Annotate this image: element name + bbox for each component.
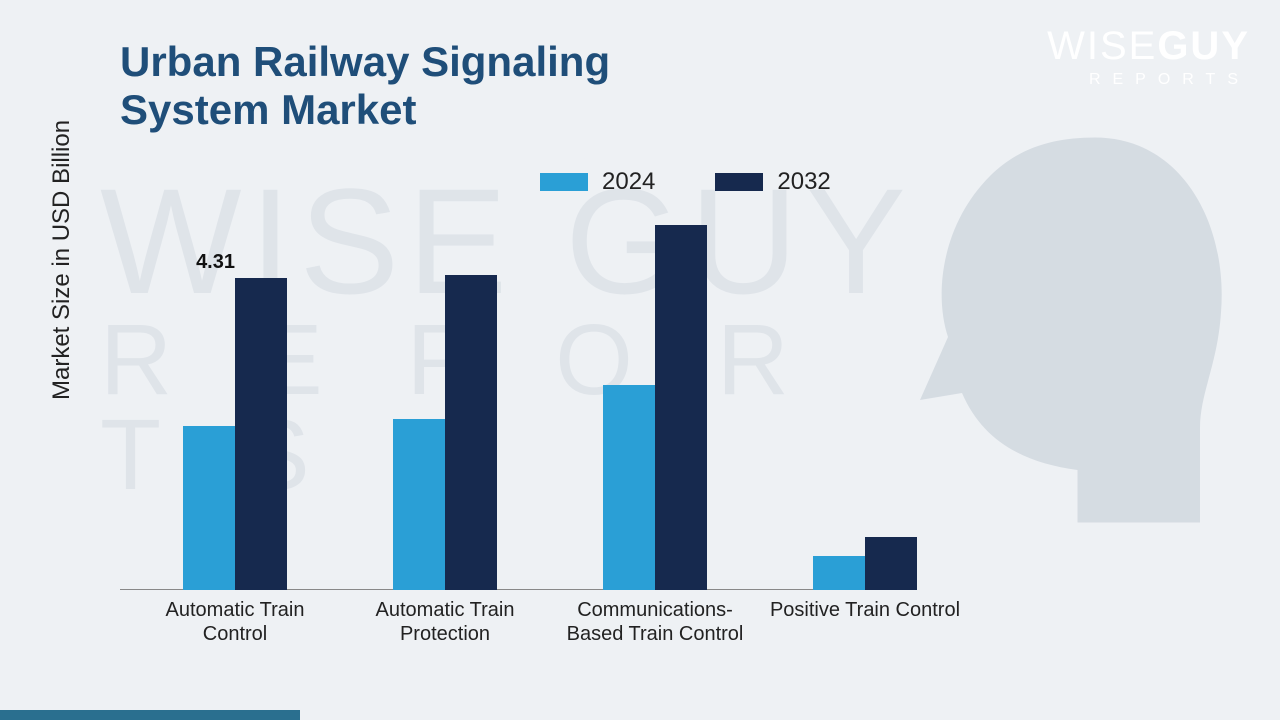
bar-group-0: 4.31 Automatic Train Control [160, 278, 310, 590]
x-label-2: Communications-Based Train Control [555, 598, 755, 646]
bar-group-2: Communications-Based Train Control [580, 225, 730, 590]
legend-label-2024: 2024 [602, 168, 655, 196]
brand-subline: REPORTS [1047, 71, 1250, 89]
legend-label-2032: 2032 [777, 168, 830, 196]
bar-2024-0: 4.31 [183, 426, 235, 590]
brand-logo: WISEGUY REPORTS [1047, 24, 1250, 89]
x-label-1: Automatic Train Protection [345, 598, 545, 646]
legend-item-2032: 2032 [715, 168, 830, 196]
bar-2032-0 [235, 278, 287, 590]
bar-2024-3 [813, 556, 865, 590]
bar-group-1: Automatic Train Protection [370, 275, 520, 590]
bar-2024-2 [603, 385, 655, 590]
brand-word-1: WISE [1047, 24, 1157, 68]
bar-2032-3 [865, 537, 917, 590]
plot-area: 4.31 Automatic Train Control Automatic T… [120, 210, 900, 590]
chart-title: Urban Railway Signaling System Market [120, 38, 760, 135]
bar-group-3: Positive Train Control [790, 537, 940, 590]
legend-swatch-2032 [715, 173, 763, 191]
legend-item-2024: 2024 [540, 168, 655, 196]
brand-word-2: GUY [1157, 24, 1250, 68]
bar-2032-2 [655, 225, 707, 590]
x-label-3: Positive Train Control [765, 598, 965, 622]
legend-swatch-2024 [540, 173, 588, 191]
x-label-0: Automatic Train Control [135, 598, 335, 646]
bar-2032-1 [445, 275, 497, 590]
bar-value-label: 4.31 [196, 251, 235, 274]
bar-2024-1 [393, 419, 445, 590]
legend: 2024 2032 [540, 168, 831, 196]
y-axis-label: Market Size in USD Billion [48, 120, 76, 400]
bottom-accent-bar [0, 710, 300, 720]
